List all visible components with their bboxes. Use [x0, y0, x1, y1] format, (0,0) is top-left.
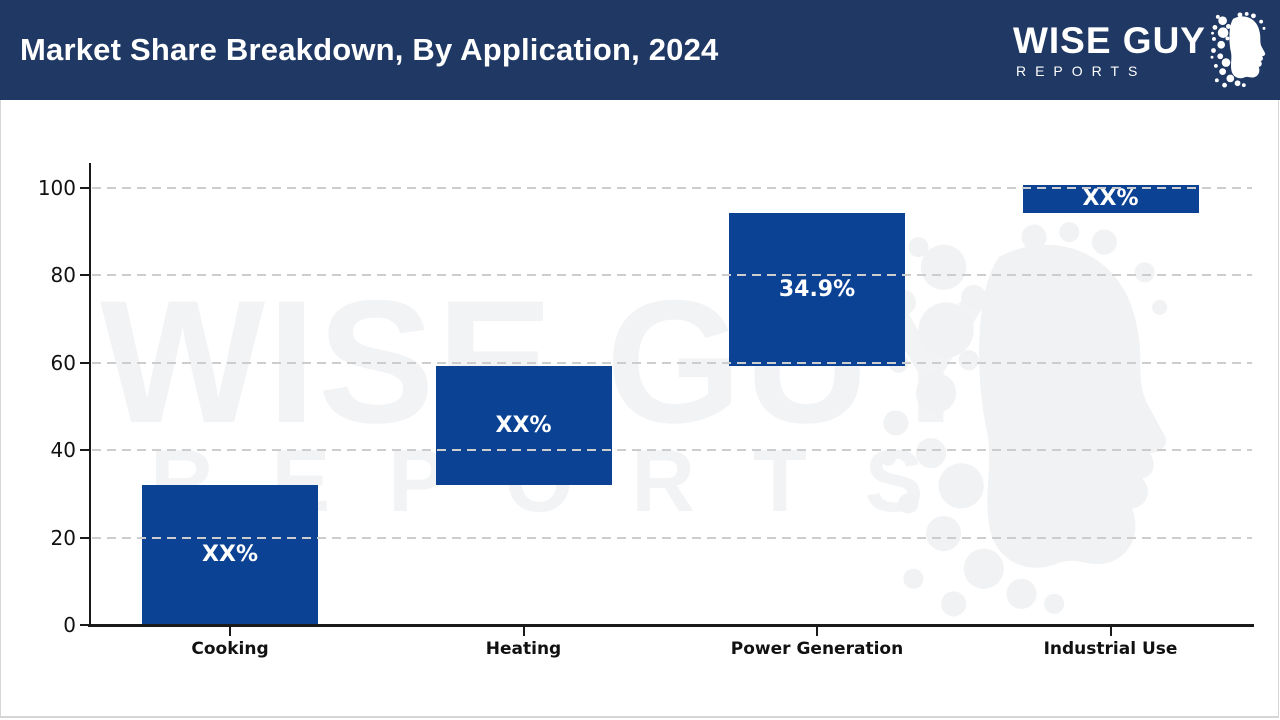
y-tick-label-60: 60 [50, 350, 76, 375]
gridline-60 [92, 361, 1252, 364]
y-tick-label-100: 100 [37, 175, 76, 200]
x-category-label-power-generation: Power Generation [730, 639, 904, 659]
y-tick-mark-20 [80, 536, 89, 539]
y-tick-mark-40 [80, 449, 89, 451]
x-tick-heating [522, 627, 525, 636]
y-axis-spine [89, 163, 91, 627]
logo-wordmark: WISE GUY [1012, 20, 1206, 61]
bar-cooking [142, 485, 318, 625]
bar-value-label-industrial-use: XX% [1082, 186, 1139, 212]
logo-subtitle: REPORTS [1015, 63, 1147, 79]
gridline-100 [92, 186, 1252, 189]
y-tick-mark-0 [80, 624, 89, 626]
bar-industrial-use [1022, 185, 1199, 214]
bar-value-label-cooking: XX% [202, 542, 258, 567]
logo-text: WISE GUY REPORTS [1012, 20, 1206, 80]
wiseguy-logo: WISE GUY REPORTS [1013, 8, 1268, 92]
x-category-label-heating: Heating [485, 639, 562, 659]
gridline-80 [92, 274, 1252, 276]
header-bar: Market Share Breakdown, By Application, … [0, 0, 1280, 100]
x-axis-spine [88, 624, 1254, 627]
bar-power-generation [729, 213, 905, 366]
x-tick-power-generation [816, 627, 818, 636]
x-category-label-industrial-use: Industrial Use [1043, 639, 1178, 659]
y-tick-mark-80 [80, 274, 89, 276]
y-tick-label-0: 0 [63, 613, 76, 637]
chart-frame [0, 100, 1279, 718]
y-tick-mark-100 [80, 186, 89, 189]
y-tick-mark-60 [80, 361, 89, 364]
y-tick-label-20: 20 [50, 525, 76, 550]
bar-heating [435, 366, 612, 485]
face-profile-dots-icon [1210, 12, 1268, 89]
bar-value-label-heating: XX% [495, 412, 552, 438]
x-tick-cooking [229, 627, 231, 636]
gridline-20 [92, 536, 1252, 539]
gridline-40 [92, 449, 1252, 451]
y-tick-label-40: 40 [50, 438, 76, 462]
x-category-label-cooking: Cooking [191, 639, 269, 659]
bar-value-label-power-generation: 34.9% [778, 276, 856, 302]
x-tick-industrial-use [1109, 627, 1112, 636]
y-tick-label-80: 80 [50, 263, 76, 287]
page-title: Market Share Breakdown, By Application, … [20, 32, 719, 67]
